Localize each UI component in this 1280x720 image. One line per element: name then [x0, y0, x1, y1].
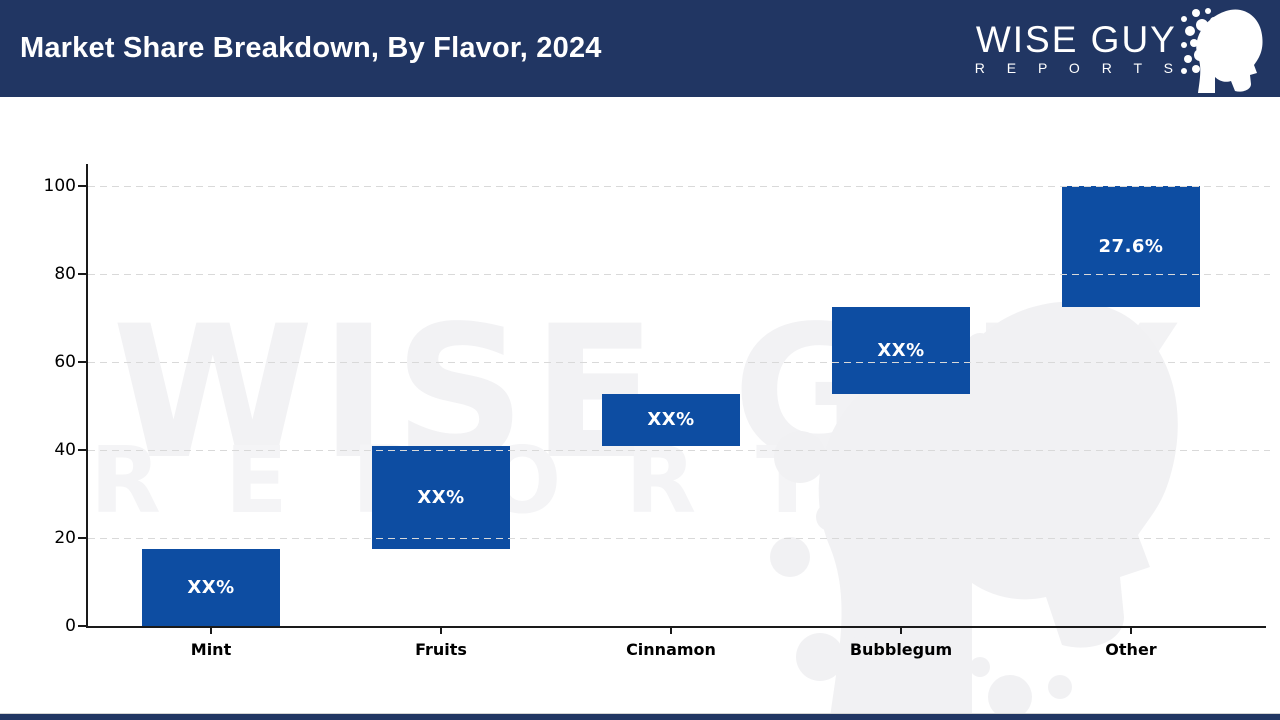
- header-bar: Market Share Breakdown, By Flavor, 2024 …: [0, 0, 1280, 97]
- y-tick-label-20: 20: [54, 528, 76, 548]
- gridline-20: [88, 537, 1270, 539]
- bar-mint: XX%: [142, 549, 280, 626]
- y-tick-80: [78, 273, 86, 275]
- x-category-label-mint: Mint: [190, 640, 232, 659]
- x-tick-cinnamon: [670, 628, 672, 634]
- bar-value-label: XX%: [417, 486, 465, 508]
- page-title: Market Share Breakdown, By Flavor, 2024: [20, 32, 602, 64]
- gridline-100: [88, 185, 1270, 187]
- bar-value-label: XX%: [647, 409, 695, 431]
- x-tick-bubblegum: [900, 628, 902, 634]
- y-tick-20: [78, 537, 86, 539]
- y-tick-0: [78, 625, 86, 627]
- bar-value-label: 27.6%: [1098, 236, 1164, 258]
- x-category-label-bubblegum: Bubblegum: [849, 640, 953, 659]
- y-tick-label-0: 0: [65, 616, 76, 636]
- brand-wordmark: WISE GUY R E P O R T S: [971, 21, 1182, 76]
- bar-other: 27.6%: [1062, 186, 1200, 308]
- y-tick-label-80: 80: [54, 264, 76, 284]
- bar-value-label: XX%: [187, 577, 235, 598]
- brand-wordmark-line2: R E P O R T S: [974, 60, 1182, 76]
- x-tick-fruits: [440, 628, 442, 634]
- y-tick-label-60: 60: [54, 352, 76, 372]
- x-axis-spine: [86, 626, 1266, 628]
- x-category-label-cinnamon: Cinnamon: [626, 640, 716, 659]
- watermark: WISE GUY REPORTS: [0, 97, 1280, 713]
- gridline-60: [88, 361, 1270, 363]
- brand-wordmark-line1: WISE GUY: [975, 19, 1177, 60]
- bar-fruits: XX%: [372, 445, 510, 549]
- brand-logo: WISE GUY R E P O R T S: [971, 5, 1280, 93]
- bar-cinnamon: XX%: [602, 393, 740, 446]
- logo-head-icon: [1181, 7, 1263, 93]
- x-tick-mint: [210, 628, 212, 634]
- y-axis-spine: [86, 164, 88, 628]
- x-category-label-fruits: Fruits: [415, 640, 467, 659]
- y-tick-100: [78, 185, 86, 187]
- y-tick-40: [78, 449, 86, 451]
- footer-bar: [0, 713, 1280, 720]
- gridline-40: [88, 449, 1270, 451]
- x-category-label-other: Other: [1105, 640, 1157, 659]
- y-tick-label-40: 40: [54, 440, 76, 460]
- y-tick-60: [78, 361, 86, 363]
- y-tick-label-100: 100: [43, 176, 76, 196]
- gridline-80: [88, 273, 1270, 275]
- x-tick-other: [1130, 628, 1132, 634]
- bar-value-label: XX%: [877, 340, 925, 362]
- bar-bubblegum: XX%: [832, 307, 970, 394]
